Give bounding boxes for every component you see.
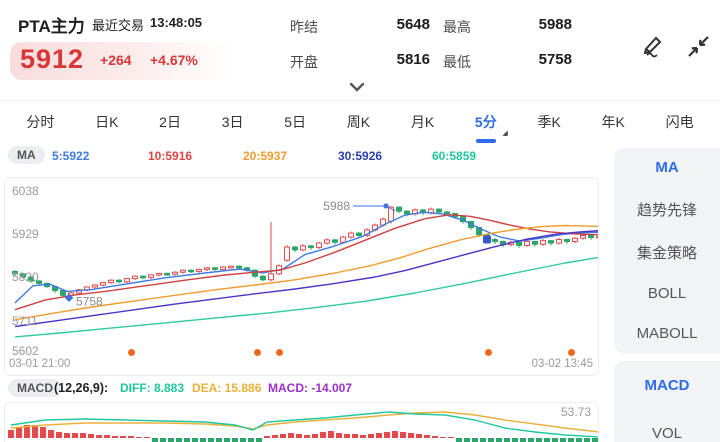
y-tick-5602: 5602 (12, 344, 39, 358)
open-value: 5816 (396, 51, 430, 68)
ma5-value: 5:5922 (52, 149, 90, 163)
x-axis-row: 03-01 21:00 03-02 13:45 (5, 349, 598, 375)
sidebar-item-ma[interactable]: MA (655, 159, 679, 177)
session-dot (485, 349, 492, 356)
macd-dea-value: DEA: 15.886 (192, 381, 262, 395)
macd-scale-max: 53.73 (560, 405, 591, 419)
ma20-value: 20:5937 (243, 149, 288, 163)
tab-daily[interactable]: 日K (95, 114, 119, 130)
prev-settle-label: 昨结 (290, 19, 318, 35)
macd-chart[interactable] (5, 403, 600, 442)
macd-params: (12,26,9): (54, 381, 109, 395)
symbol-name: PTA主力 (18, 17, 85, 36)
macd-panel-card[interactable]: 53.73 (4, 402, 600, 442)
tab-weekly[interactable]: 周K (346, 114, 371, 130)
tab-2day[interactable]: 2日 (159, 114, 181, 130)
sidebar-item-vol[interactable]: VOL (651, 424, 682, 442)
session-dot (276, 349, 283, 356)
svg-text:5988: 5988 (323, 199, 350, 213)
low-value: 5758 (538, 51, 572, 68)
kline-chart[interactable]: 5988 5758 (5, 180, 598, 356)
price-highlight-pill (10, 42, 235, 80)
prev-settle-value: 5648 (396, 16, 430, 33)
x-axis-start-label: 03-01 21:00 (9, 358, 71, 370)
macd-indicator-pill[interactable]: MACD (8, 379, 62, 397)
macd-value: MACD: -14.007 (268, 381, 353, 395)
sidebar-item-boll[interactable]: BOLL (647, 285, 687, 303)
y-tick-6038: 6038 (12, 184, 39, 198)
high-label: 最高 (443, 19, 471, 35)
low-label: 最低 (443, 54, 471, 70)
sidebar-item-macd[interactable]: MACD (644, 376, 690, 394)
collapse-chart-icon[interactable] (684, 32, 712, 60)
sidebar-item-maboll[interactable]: MABOLL (636, 324, 698, 342)
last-trade-label: 最近交易 (92, 18, 145, 33)
tab-5day[interactable]: 5日 (284, 114, 307, 130)
tab-quarterly[interactable]: 季K (537, 114, 561, 130)
tab-yearly[interactable]: 年K (601, 114, 625, 130)
period-tab-bar: 分时 日K 2日 3日 5日 周K 月K 5分 ◢ 季K 年K 闪电 (0, 103, 720, 143)
y-tick-5929: 5929 (12, 227, 39, 241)
session-dot (128, 349, 135, 356)
svg-text:5758: 5758 (76, 295, 103, 309)
ma30-value: 30:5926 (338, 149, 383, 163)
selected-tab-underline (475, 139, 496, 143)
tab-minute[interactable]: 分时 (26, 114, 55, 130)
tab-monthly[interactable]: 月K (410, 114, 435, 130)
chevron-down-icon[interactable] (348, 80, 366, 92)
last-trade-time: 13:48:05 (150, 15, 203, 30)
last-price: 5912 (20, 44, 85, 74)
indicator-sidebar: MA 趋势先锋 集金策略 BOLL MABOLL MACD VOL (600, 140, 720, 442)
session-dot (254, 349, 261, 356)
dropdown-corner-triangle-icon: ◢ (502, 130, 508, 137)
tab-5min-label: 5分 (474, 114, 497, 130)
tab-flash[interactable]: 闪电 (665, 114, 694, 130)
macd-legend-row: MACD (12,26,9): DIFF: 8.883 DEA: 15.886 … (0, 379, 600, 400)
high-value: 5988 (538, 16, 572, 33)
sidebar-item-trend[interactable]: 趋势先锋 (636, 201, 697, 219)
price-change: +264 (100, 52, 132, 68)
price-change-percent: +4.67% (150, 52, 198, 68)
session-dot (568, 349, 575, 356)
draw-pen-icon[interactable] (638, 32, 666, 60)
tab-3day[interactable]: 3日 (221, 114, 244, 130)
y-tick-5711: 5711 (12, 314, 38, 328)
kline-chart-card[interactable]: 5988 5758 6038 5929 5820 5711 5602 03-01 … (4, 177, 599, 376)
ma10-value: 10:5916 (148, 149, 193, 163)
ma-legend-row: MA 5:5922 10:5916 20:5937 30:5926 60:585… (0, 146, 600, 168)
quote-header: PTA主力 最近交易 13:48:05 5912 +264 +4.67% 昨结 … (0, 0, 720, 101)
macd-diff-value: DIFF: 8.883 (120, 381, 185, 395)
tab-5min-selected[interactable]: 5分 ◢ (473, 108, 508, 143)
y-tick-5820: 5820 (12, 270, 39, 284)
sidebar-item-strategy[interactable]: 集金策略 (636, 244, 697, 262)
ma60-value: 60:5859 (432, 149, 477, 163)
main-indicator-group: MA 趋势先锋 集金策略 BOLL MABOLL (614, 148, 720, 353)
ma-indicator-pill[interactable]: MA (8, 146, 45, 164)
sub-indicator-group: MACD VOL (614, 361, 720, 442)
open-label: 开盘 (290, 54, 318, 70)
x-axis-end-label: 03-02 13:45 (531, 358, 593, 370)
